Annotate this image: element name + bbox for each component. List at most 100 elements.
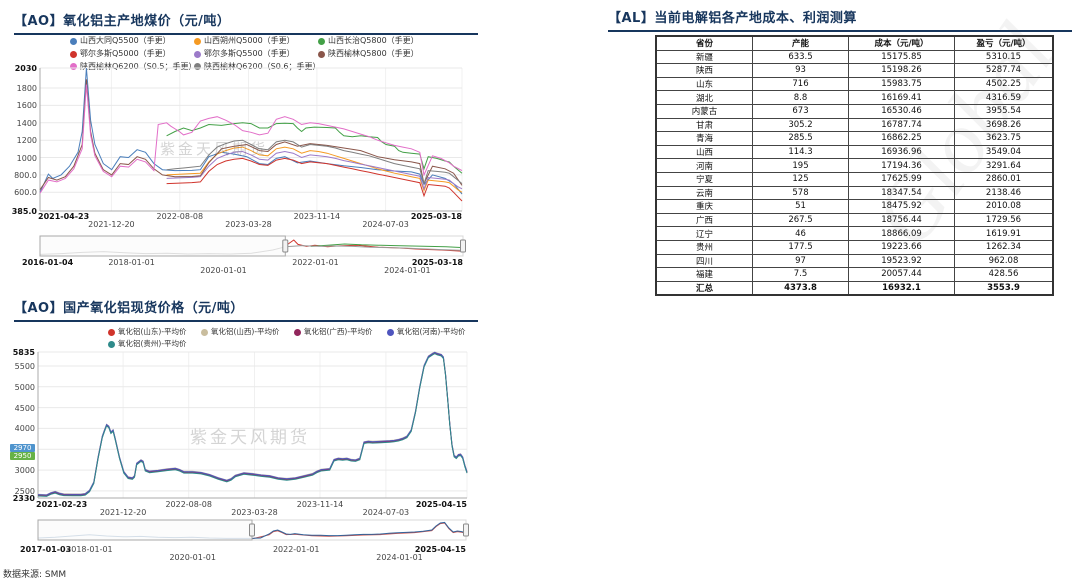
table-cell: 195: [752, 158, 849, 173]
legend-item[interactable]: 氧化铝(广西)-平均价: [294, 326, 387, 338]
series-line: [166, 150, 463, 191]
table-cell: 5287.74: [954, 63, 1054, 78]
legend-dot-icon: [108, 340, 115, 348]
table-cell: 15983.75: [848, 76, 955, 92]
nav-handle[interactable]: [463, 523, 469, 537]
series-line: [166, 139, 463, 186]
nav-tick-label: 2022-01-01: [292, 258, 339, 267]
x-tick-label: 2024-07-03: [362, 220, 409, 229]
chart-legend: 山西大同Q5500（手更） 山西朔州Q5000（手更） 山西长治Q5800（手更）鄂…: [70, 35, 442, 73]
table-title: 【AL】当前电解铝各产地成本、利润测算: [608, 7, 1072, 32]
y-tick-label: 4500: [14, 403, 35, 413]
legend-item[interactable]: 鄂尔多斯Q5500（手更）: [194, 48, 318, 61]
table-cell: 428.56: [954, 267, 1054, 282]
spot-price-chart-panel: 【AO】国产氧化铝现货价格（元/吨） 氧化铝(山东)-平均价 氧化铝(山西)-平均…: [10, 295, 478, 573]
nav-handle[interactable]: [249, 523, 255, 537]
table-cell: 重庆: [655, 199, 753, 214]
legend-item[interactable]: 氧化铝(贵州)-平均价: [108, 338, 201, 350]
table-cell: 305.2: [752, 117, 849, 133]
y-tick-label: 1000: [16, 153, 37, 163]
table-cell: 15175.85: [848, 49, 955, 65]
table-cell: 汇总: [655, 280, 753, 296]
x-tick-label: 2022-08-08: [156, 212, 204, 221]
table-row: 辽宁 46 18866.09 1619.91: [655, 226, 1054, 241]
table-cell: 125: [752, 171, 849, 187]
column-header: 成本（元/吨）: [848, 35, 955, 51]
table-cell: 内蒙古: [655, 103, 753, 119]
table-row: 山西 114.3 16936.96 3549.04: [655, 144, 1054, 160]
table-cell: 15198.26: [848, 63, 955, 78]
table-cell: 267.5: [752, 212, 849, 228]
data-zoom-navigator[interactable]: [37, 519, 469, 541]
coal-price-chart-panel: 【AO】氧化铝主产地煤价（元/吨） 山西大同Q5500（手更） 山西朔州Q5000…: [10, 8, 478, 290]
nav-handle[interactable]: [282, 239, 289, 253]
table-row: 内蒙古 673 16530.46 3955.54: [655, 103, 1054, 119]
legend-item[interactable]: 氧化铝(山西)-平均价: [201, 326, 294, 338]
legend-item[interactable]: 陕西榆林Q6200（S0.5；手更）: [70, 61, 196, 74]
cost-profit-table: 省份 产能 成本（元/吨） 盈亏（元/吨） 新疆 633.5 15175.85 5310.15…: [655, 35, 1054, 297]
legend-item[interactable]: 陕西榆林Q6200（S0.6；手更）: [194, 61, 320, 74]
table-cell: 3553.9: [954, 280, 1054, 296]
x-tick-label: 2022-08-08: [165, 500, 212, 509]
x-tick-label: 2021-12-20: [88, 220, 135, 229]
y-tick-label: 800.0: [14, 170, 37, 180]
table-cell: 3549.04: [954, 144, 1054, 160]
series-line: [37, 351, 468, 496]
legend-item[interactable]: 山西大同Q5500（手更）: [70, 35, 194, 48]
table-cell: 16530.46: [848, 103, 955, 119]
table-row: 陕西 93 15198.26 5287.74: [655, 63, 1054, 78]
legend-item[interactable]: 山西长治Q5800（手更）: [318, 35, 442, 48]
table-cell: 17625.99: [848, 171, 955, 187]
legend-dot-icon: [194, 50, 201, 58]
y-tick-label: 2030: [14, 64, 37, 73]
table-cell: 7.5: [752, 267, 849, 282]
table-cell: 湖北: [655, 90, 753, 105]
legend-item[interactable]: 陕西榆林Q5800（手更）: [318, 48, 442, 61]
table-header-row: 省份 产能 成本（元/吨） 盈亏（元/吨）: [655, 35, 1054, 51]
series-line: [39, 84, 463, 194]
table-cell: 福建: [655, 267, 753, 282]
table-cell: 1729.56: [954, 212, 1054, 228]
series-line: [37, 351, 468, 496]
legend-item[interactable]: 氧化铝(山东)-平均价: [108, 326, 201, 338]
table-total-row: 汇总 4373.8 16932.1 3553.9: [655, 280, 1054, 296]
table-cell: 5310.15: [954, 49, 1054, 65]
nav-tick-label: 2025-04-15: [414, 545, 466, 554]
legend-item[interactable]: 山西朔州Q5000（手更）: [194, 35, 318, 48]
x-tick-label: 2023-11-14: [293, 212, 341, 221]
table-cell: 新疆: [655, 49, 753, 65]
table-cell: 2010.08: [954, 199, 1054, 214]
chart-legend: 氧化铝(山东)-平均价 氧化铝(山西)-平均价 氧化铝(广西)-平均价 氧化铝(河南)…: [108, 326, 480, 350]
data-source-note: 数据来源: SMM: [3, 570, 67, 580]
spot-chart-area: 氧化铝(山东)-平均价 氧化铝(山西)-平均价 氧化铝(广西)-平均价 氧化铝(河南)…: [10, 295, 478, 573]
legend-dot-icon: [318, 37, 325, 45]
table-cell: 云南: [655, 185, 753, 201]
legend-dot-icon: [294, 328, 301, 336]
nav-handle[interactable]: [460, 239, 466, 253]
y-tick-label: 1600: [16, 101, 37, 111]
x-tick-label: 2021-02-23: [36, 500, 88, 509]
nav-tick-label: 2017-01-03: [20, 545, 72, 554]
nav-tick-label: 2018-01-01: [108, 258, 155, 267]
table-cell: 广西: [655, 212, 753, 228]
nav-tick-label: 2018-01-01: [66, 545, 113, 554]
data-zoom-navigator[interactable]: [39, 235, 466, 257]
legend-item[interactable]: 氧化铝(河南)-平均价: [387, 326, 480, 338]
table-cell: 19523.92: [848, 253, 955, 269]
coal-chart-area: 山西大同Q5500（手更） 山西朔州Q5000（手更） 山西长治Q5800（手更）鄂…: [10, 8, 478, 290]
y-tick-label: 5000: [14, 382, 35, 392]
table-cell: 3955.54: [954, 103, 1054, 119]
table-cell: 18475.92: [848, 199, 955, 214]
table-cell: 17194.36: [848, 158, 955, 173]
table-cell: 114.3: [752, 144, 849, 160]
y-tick-label: 1400: [16, 118, 37, 128]
column-header: 盈亏（元/吨）: [954, 35, 1054, 51]
plot-area: [37, 351, 468, 499]
table-cell: 46: [752, 226, 849, 241]
legend-item[interactable]: 鄂尔多斯Q5000（手更）: [70, 48, 194, 61]
plot-area: [39, 67, 463, 212]
nav-tick-label: 2025-03-18: [411, 258, 463, 267]
x-tick-label: 2021-04-23: [38, 212, 90, 221]
table-row: 河南 195 17194.36 3291.64: [655, 158, 1054, 173]
